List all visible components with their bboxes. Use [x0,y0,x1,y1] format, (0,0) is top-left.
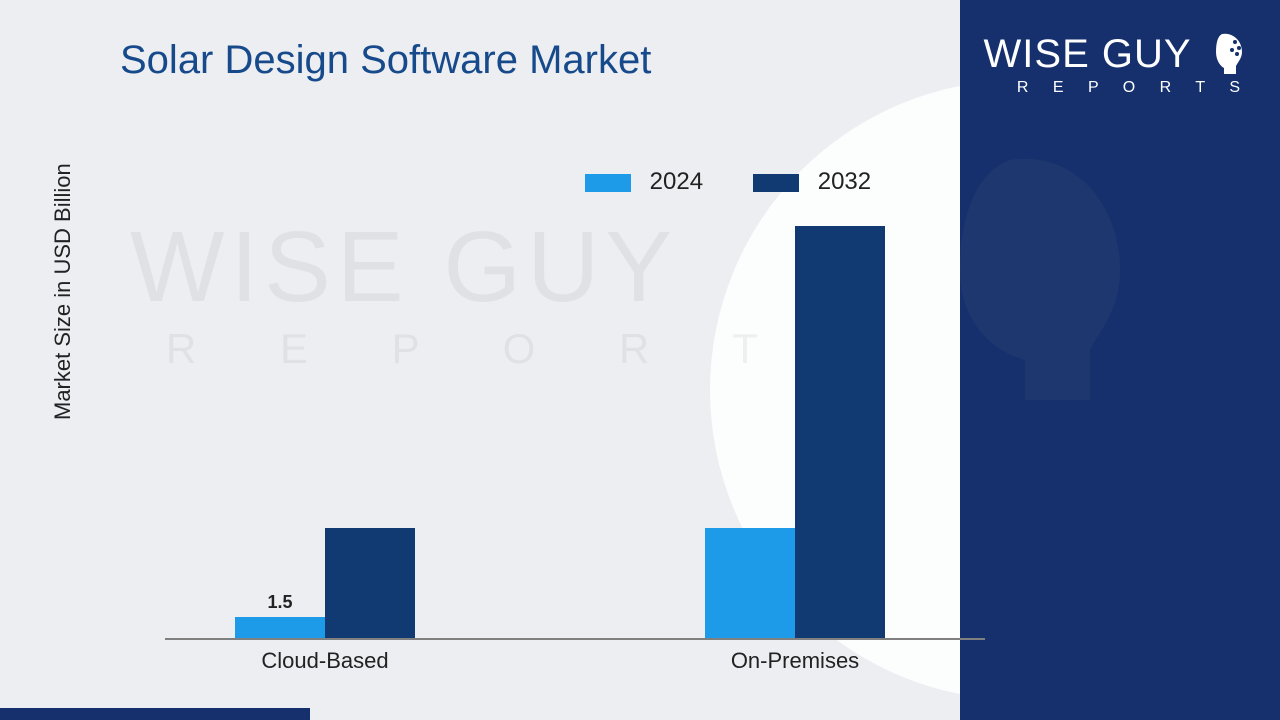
legend-item-2024: 2024 [585,168,703,196]
bottom-accent-bar [0,708,310,720]
chart-title: Solar Design Software Market [120,38,651,83]
x-category-label: Cloud-Based [261,648,388,674]
bar [795,226,885,639]
bar-value-label: 1.5 [267,592,292,613]
legend-label-2024: 2024 [650,168,703,195]
brand-sub: R E P O R T S [984,80,1250,96]
brand-name: WISE GUY [984,34,1192,74]
chart-area: Market Size in USD Billion 2024 2032 1.5… [55,160,995,680]
bar [705,528,795,638]
x-category-label: On-Premises [731,648,859,674]
brand-logo: WISE GUY R E P O R T S [984,30,1250,96]
legend-swatch-2032 [753,174,799,192]
bar [325,528,415,638]
plot-region: 1.5Cloud-BasedOn-Premises [165,200,985,640]
legend-item-2032: 2032 [753,168,871,196]
stage: WISE GUY R E P O R T S Solar Design Soft… [0,0,1280,720]
bar [235,617,325,638]
brand-head-icon [1202,30,1250,78]
baseline [165,638,985,640]
legend-swatch-2024 [585,174,631,192]
legend-label-2032: 2032 [818,168,871,195]
y-axis-label: Market Size in USD Billion [50,163,76,420]
legend: 2024 2032 [585,168,871,196]
